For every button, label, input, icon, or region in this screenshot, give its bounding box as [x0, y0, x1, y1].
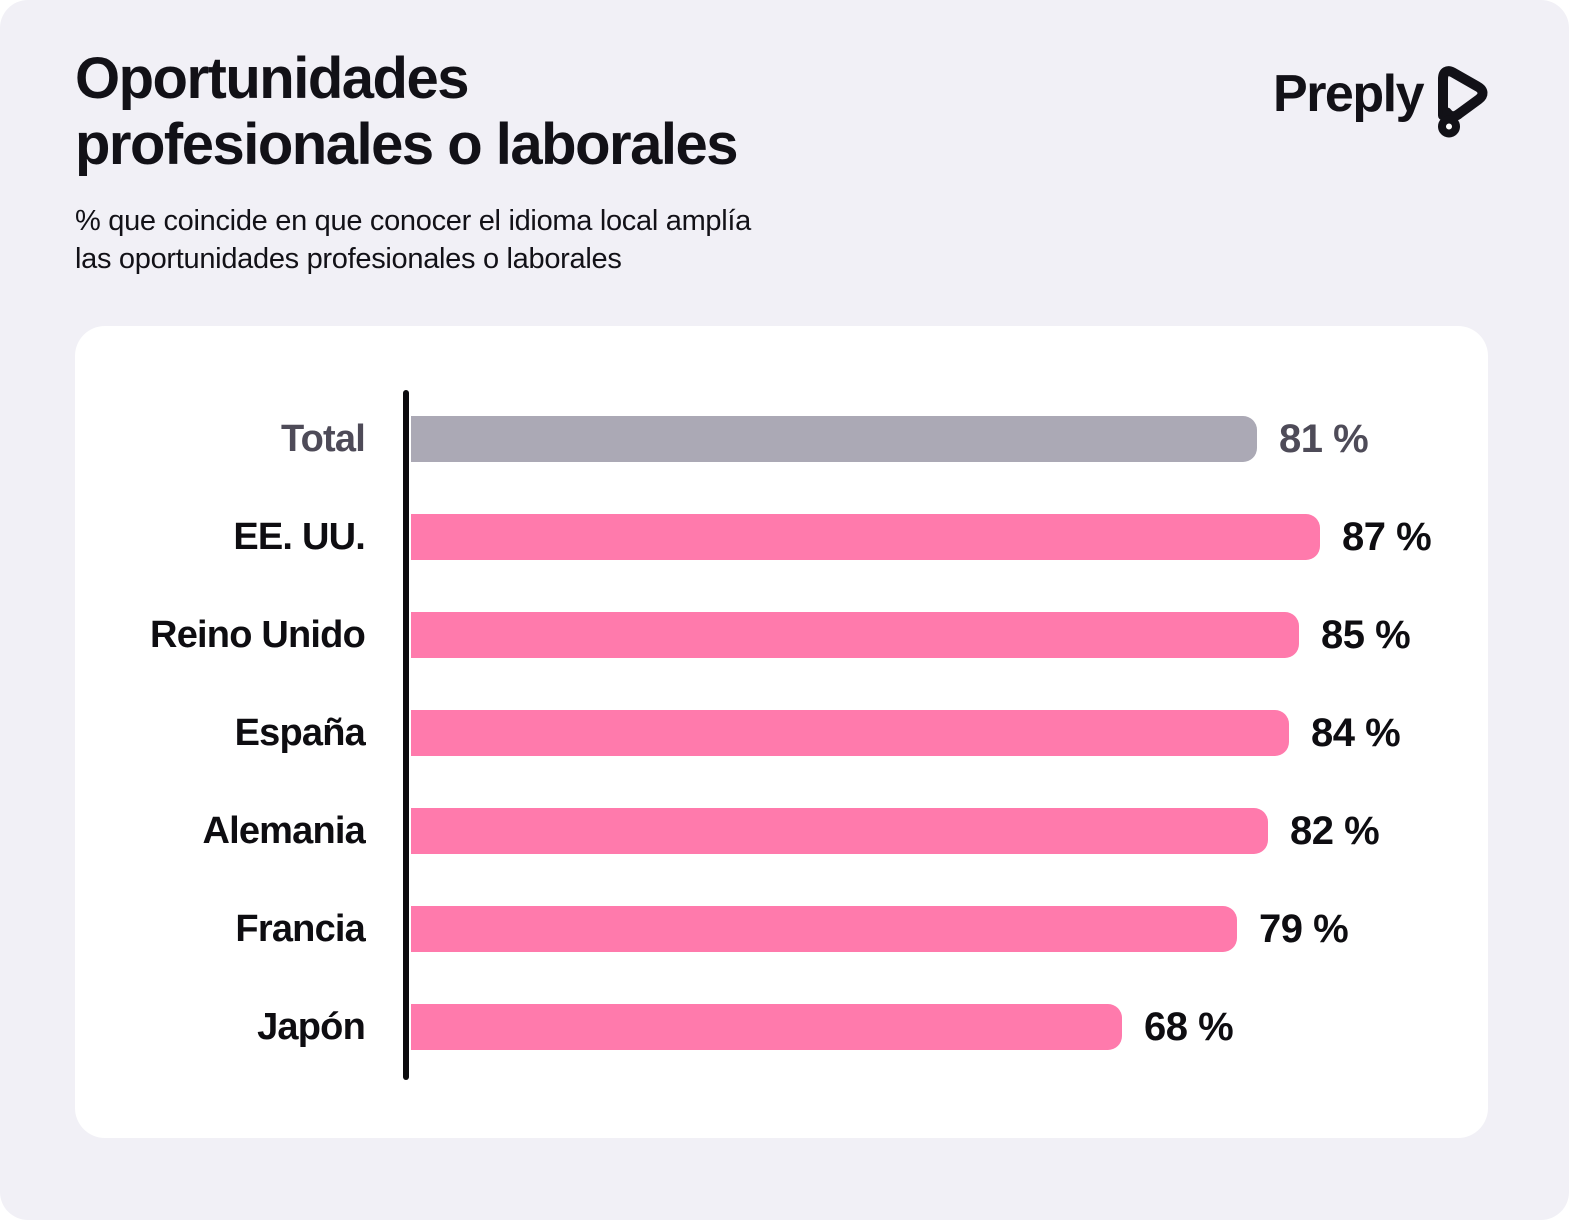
category-label: Reino Unido — [150, 613, 366, 656]
category-bar — [411, 906, 1237, 953]
category-label: EE. UU. — [233, 515, 365, 558]
header: Oportunidades profesionales o laborales … — [0, 0, 1569, 278]
value-label: 81 % — [1279, 416, 1369, 461]
category-bar — [411, 514, 1320, 561]
page-title: Oportunidades profesionales o laborales — [75, 46, 1489, 177]
category-bar — [411, 710, 1289, 757]
preply-wordmark: Preply — [1273, 65, 1424, 123]
page-subtitle: % que coincide en que conocer el idioma … — [75, 203, 1489, 278]
value-label: 84 % — [1311, 710, 1401, 755]
chart-row: Total 81 % — [75, 390, 1488, 488]
value-label: 79 % — [1259, 906, 1349, 951]
category-bar — [411, 1004, 1122, 1051]
axis-line — [403, 390, 409, 1081]
chart-row: Alemania 82 % — [75, 782, 1488, 880]
category-label: Francia — [235, 907, 365, 950]
category-label: Total — [281, 417, 366, 460]
page-title-line1: Oportunidades — [75, 46, 469, 111]
preply-logo: Preply — [1273, 62, 1491, 138]
category-label: España — [234, 711, 366, 754]
page-subtitle-line2: las oportunidades profesionales o labora… — [75, 242, 622, 275]
chart-row: Francia 79 % — [75, 880, 1488, 978]
value-label: 85 % — [1321, 612, 1411, 657]
value-label: 87 % — [1342, 514, 1432, 559]
category-bar — [411, 808, 1268, 855]
chart-row: EE. UU. 87 % — [75, 488, 1488, 586]
value-label: 68 % — [1144, 1004, 1234, 1049]
category-bar — [411, 416, 1257, 463]
page-subtitle-line1: % que coincide en que conocer el idioma … — [75, 205, 751, 238]
chart-row: España 84 % — [75, 684, 1488, 782]
category-bar — [411, 612, 1299, 659]
page-title-line2: profesionales o laborales — [75, 111, 738, 177]
chart-row: Reino Unido 85 % — [75, 586, 1488, 684]
chart-row: Japón 68 % — [75, 978, 1488, 1076]
preply-logo-icon — [1433, 62, 1491, 138]
chart-card: Total 81 % EE. UU. 87 % Reino Unido 85 % Españ… — [75, 326, 1488, 1139]
category-label: Japón — [257, 1005, 366, 1048]
value-label: 82 % — [1290, 808, 1380, 853]
chart-rows: Total 81 % EE. UU. 87 % Reino Unido 85 % Españ… — [75, 390, 1488, 1076]
category-label: Alemania — [202, 809, 365, 852]
